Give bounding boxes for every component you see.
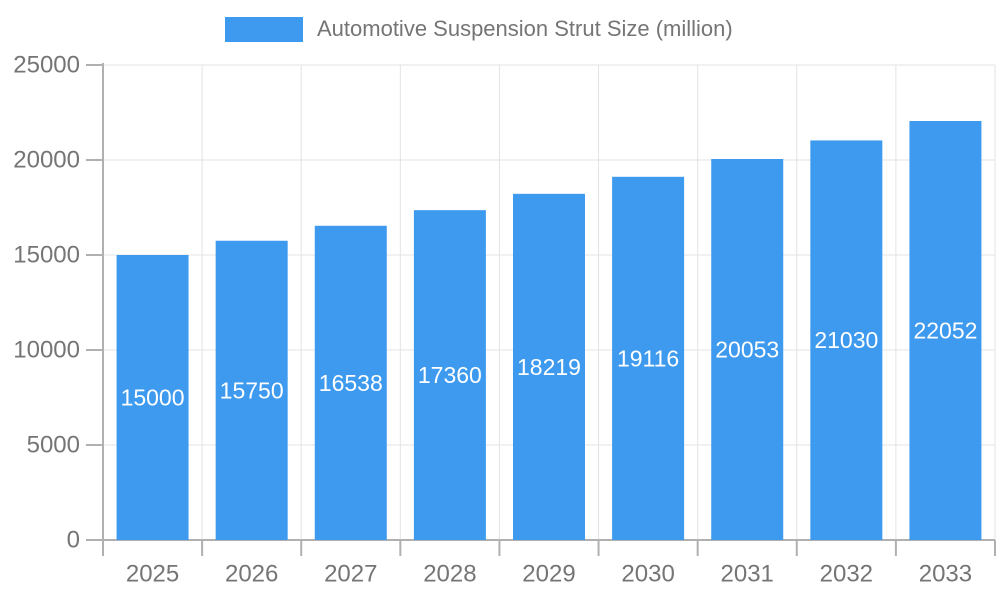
x-axis-label: 2027 [324,561,377,588]
y-axis-label: 0 [67,527,80,554]
bar-value-label: 22052 [913,318,977,344]
x-axis-label: 2029 [522,561,575,588]
bar-2033[interactable] [909,121,982,541]
bar-2025[interactable] [116,255,189,540]
y-axis-label: 5000 [27,432,80,459]
bar-value-label: 17360 [418,362,482,388]
y-axis-label: 15000 [13,242,80,269]
bar-value-label: 19116 [617,345,679,371]
bar-2028[interactable] [413,210,486,540]
legend-label: Automotive Suspension Strut Size (millio… [317,16,733,41]
bar-2030[interactable] [612,176,685,540]
legend-item[interactable]: Automotive Suspension Strut Size (millio… [225,16,733,42]
bar-value-label: 18219 [517,354,581,380]
x-axis-label: 2033 [919,561,972,588]
x-axis-label: 2032 [820,561,873,588]
y-axis-label: 20000 [13,147,80,174]
bar-2031[interactable] [711,158,784,541]
bar-value-label: 15000 [121,385,185,411]
y-axis-label: 25000 [13,52,80,79]
legend-swatch [225,16,303,42]
bar-value-label: 15750 [220,377,284,403]
bar-value-label: 16538 [319,370,383,396]
x-axis-label: 2031 [721,561,774,588]
x-axis-label: 2030 [621,561,674,588]
bar-2027[interactable] [314,225,387,540]
x-axis-label: 2026 [225,561,278,588]
x-axis-label: 2025 [126,561,179,588]
bar-value-label: 20053 [715,336,779,362]
bar-2029[interactable] [513,193,585,541]
y-axis-label: 10000 [13,337,80,364]
bar-value-label: 21030 [814,327,878,353]
x-axis-label: 2028 [423,561,476,588]
bar-2032[interactable] [810,140,883,540]
bar-2026[interactable] [215,240,288,540]
